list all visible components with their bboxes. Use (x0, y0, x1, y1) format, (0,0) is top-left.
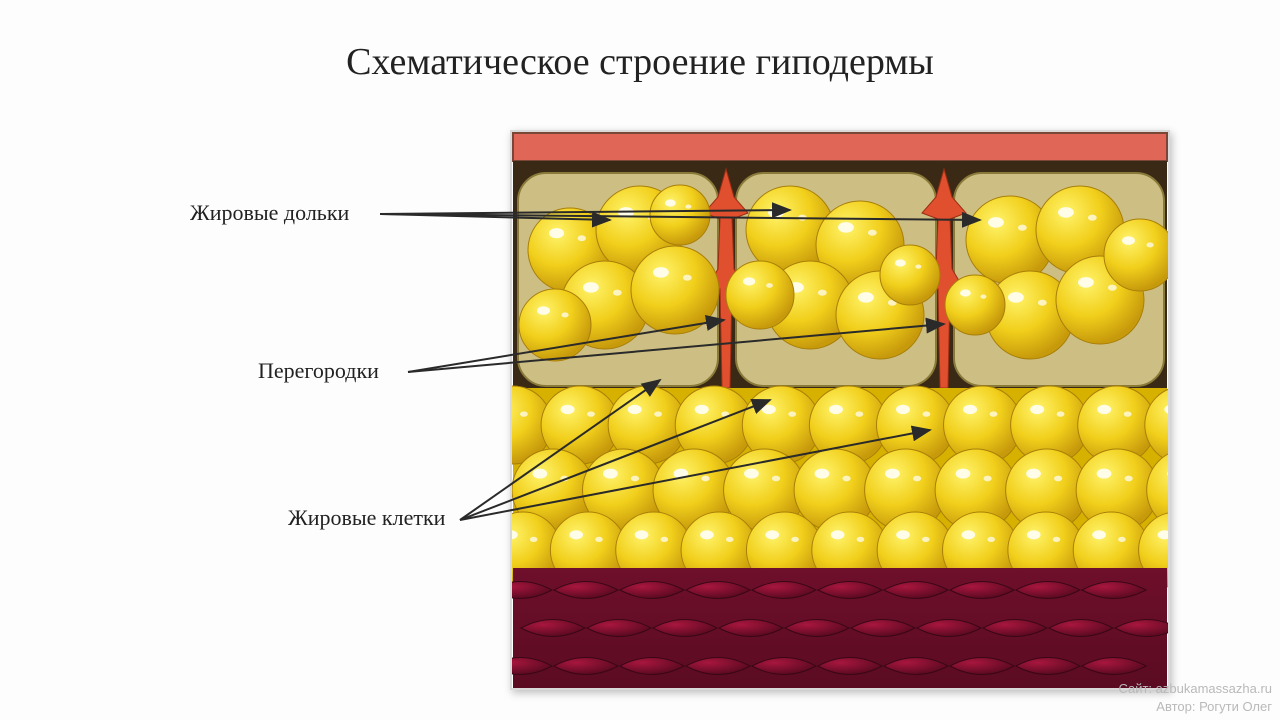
page-title: Схематическое строение гиподермы (0, 40, 1280, 84)
hypodermis-diagram (510, 130, 1170, 690)
label-septa: Перегородки (258, 358, 379, 384)
credit-site: Сайт: azbukamassazha.ru (1118, 681, 1272, 696)
label-lobules: Жировые дольки (190, 200, 349, 226)
credit-author: Автор: Рогути Олег (1156, 699, 1272, 714)
label-cells: Жировые клетки (288, 505, 445, 531)
